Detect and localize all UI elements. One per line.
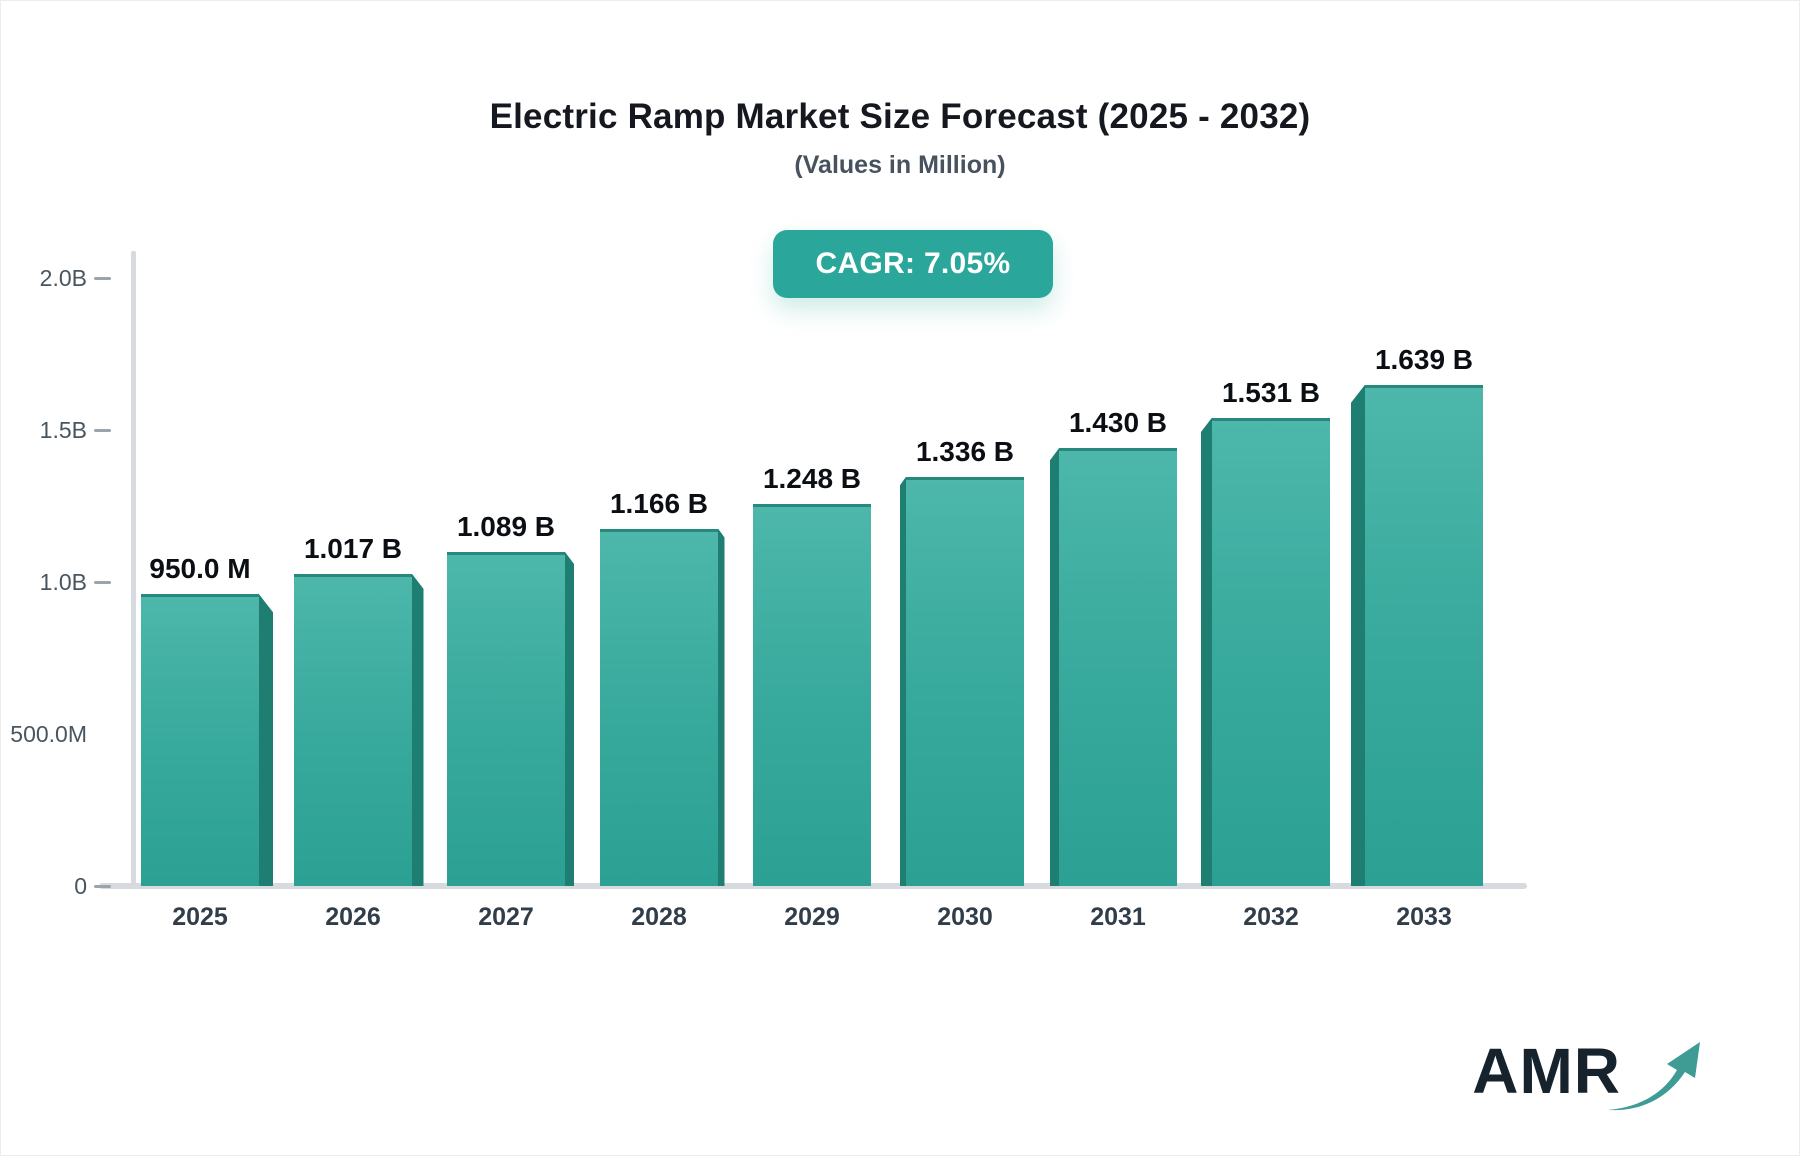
x-axis-baseline [99, 883, 1527, 889]
x-axis-label-2032: 2032 [1243, 903, 1299, 931]
bar-3d-side [1200, 417, 1212, 886]
y-tick-dash [94, 276, 111, 280]
y-tick-label: 0 [74, 873, 87, 899]
bar-3d-side [1351, 384, 1365, 886]
x-axis-label-2033: 2033 [1396, 903, 1452, 931]
bar-value-label: 1.430 B [1068, 407, 1168, 439]
bar-2028 [600, 528, 718, 886]
y-tick-label: 2.0B [39, 265, 87, 291]
x-axis-label-2026: 2026 [325, 903, 381, 931]
bar-2031 [1059, 448, 1177, 886]
cagr-badge: CAGR: 7.05% [773, 230, 1053, 298]
bar-value-label: 1.248 B [762, 462, 862, 494]
bar-value-label: 1.017 B [303, 532, 403, 564]
x-axis-label-2030: 2030 [937, 903, 993, 931]
bar-2027 [447, 551, 565, 886]
chart-title: Electric Ramp Market Size Forecast (2025… [489, 97, 1311, 136]
chart-header: Electric Ramp Market Size Forecast (2025… [1, 1, 1799, 298]
x-axis-label-2031: 2031 [1090, 903, 1146, 931]
y-tick-label: 500.0M [10, 721, 87, 747]
y-tick-dash [94, 580, 111, 584]
bar-2029 [753, 503, 871, 886]
bar-value-label: 1.531 B [1221, 376, 1321, 408]
bar-3d-side [412, 573, 424, 886]
bar-3d-side [259, 594, 273, 886]
x-axis-label-2028: 2028 [631, 903, 687, 931]
bar-2026 [294, 573, 412, 886]
growth-arrow-icon [1608, 1042, 1700, 1111]
bar-2025 [141, 594, 259, 886]
chart-subtitle: (Values in Million) [794, 151, 1006, 179]
amr-logo: AMR [1472, 1033, 1707, 1115]
bar-3d-side [1050, 448, 1059, 886]
bar-value-label: 950.0 M [149, 553, 251, 585]
bar-3d-side [718, 528, 725, 886]
bar-3d-side [899, 476, 906, 886]
bar-value-label: 1.336 B [915, 435, 1015, 467]
y-tick-dash [94, 428, 111, 432]
bar-2032 [1212, 417, 1330, 886]
bar-2030 [906, 476, 1024, 886]
x-axis-label-2029: 2029 [784, 903, 840, 931]
bar-2033 [1365, 384, 1483, 886]
bar-value-label: 1.639 B [1374, 343, 1474, 375]
bar-value-label: 1.166 B [609, 487, 709, 519]
y-tick-label: 1.5B [39, 417, 87, 443]
y-tick-label: 1.0B [39, 569, 87, 595]
y-axis-line [131, 251, 136, 889]
x-axis-label-2025: 2025 [172, 903, 228, 931]
bar-3d-side [565, 551, 574, 886]
amr-logo-text: AMR [1472, 1035, 1621, 1107]
x-axis-label-2027: 2027 [478, 903, 534, 931]
y-tick-dash [94, 884, 111, 888]
bar-value-label: 1.089 B [456, 510, 556, 542]
